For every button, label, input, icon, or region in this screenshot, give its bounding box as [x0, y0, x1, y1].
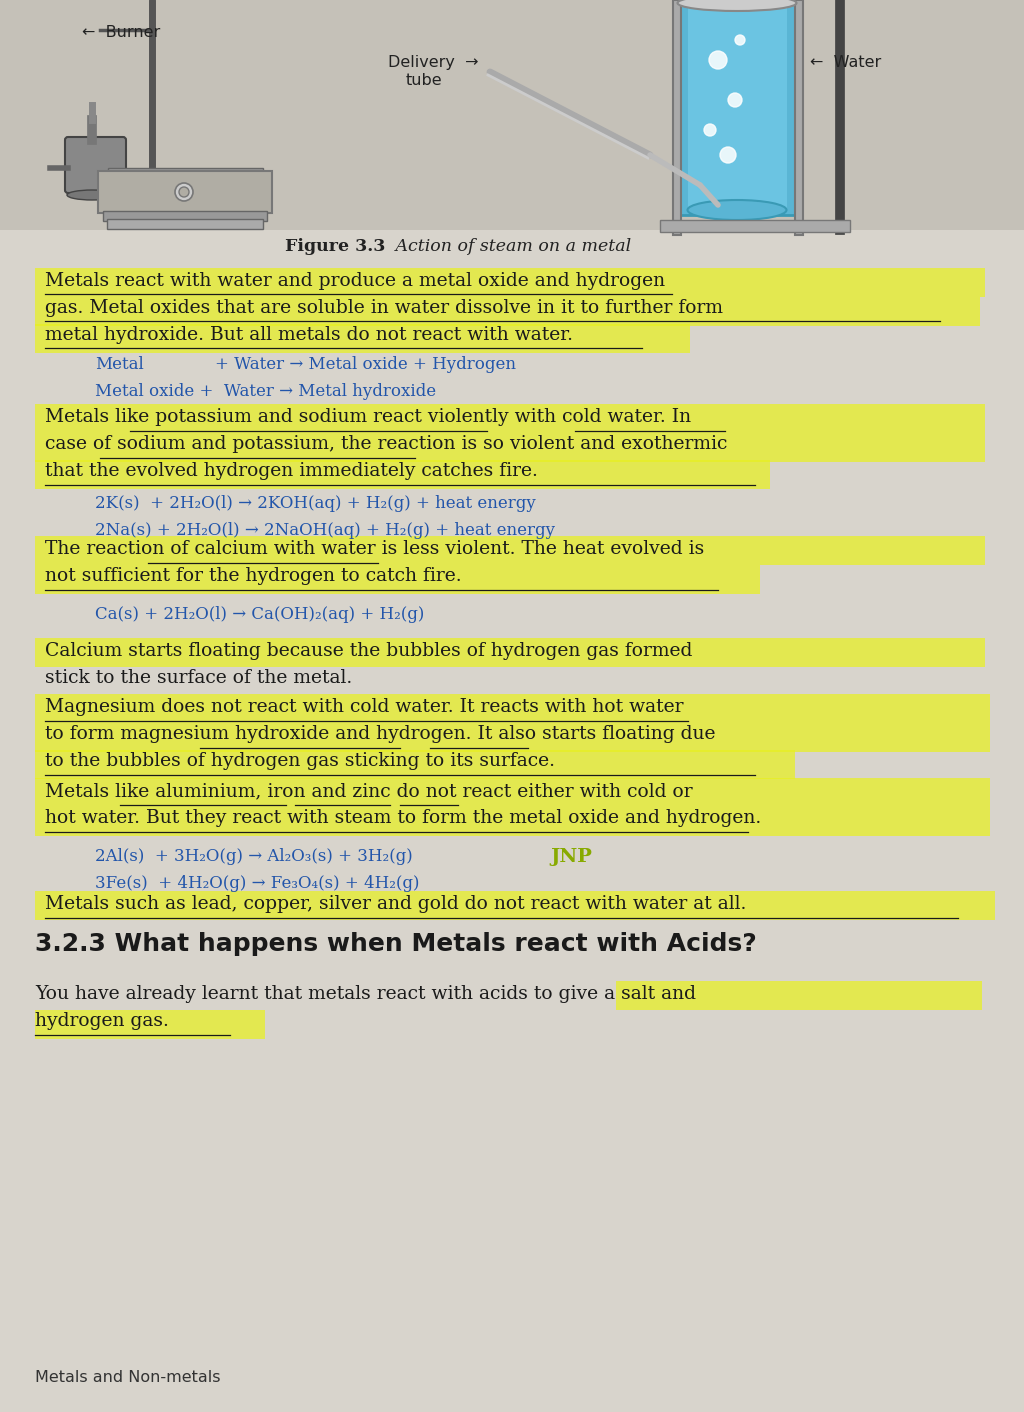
Text: to the bubbles of hydrogen gas sticking to its surface.: to the bubbles of hydrogen gas sticking … [45, 753, 555, 770]
Text: stick to the surface of the metal.: stick to the surface of the metal. [45, 669, 352, 688]
Ellipse shape [67, 191, 117, 201]
Text: Action of steam on a metal: Action of steam on a metal [390, 239, 631, 256]
Bar [35, 537, 985, 565]
Bar [35, 891, 995, 921]
Circle shape [735, 35, 745, 45]
Ellipse shape [687, 201, 786, 220]
Bar [35, 808, 990, 836]
Text: Metal: Metal [95, 356, 143, 373]
Bar [103, 210, 267, 222]
Text: Metals and Non-metals: Metals and Non-metals [35, 1370, 220, 1385]
Circle shape [179, 186, 189, 198]
Text: 3Fe(s)  + 4H₂O(g) → Fe₃O₄(s) + 4H₂(g): 3Fe(s) + 4H₂O(g) → Fe₃O₄(s) + 4H₂(g) [95, 875, 420, 892]
Text: 2Na(s) + 2H₂O(l) → 2NaOH(aq) + H₂(g) + heat energy: 2Na(s) + 2H₂O(l) → 2NaOH(aq) + H₂(g) + h… [95, 522, 555, 539]
Text: not sufficient for the hydrogen to catch fire.: not sufficient for the hydrogen to catch… [45, 568, 462, 585]
Bar [680, 0, 795, 215]
Ellipse shape [678, 0, 797, 11]
Text: JNP: JNP [550, 849, 592, 866]
Text: + Water → Metal oxide + Hydrogen: + Water → Metal oxide + Hydrogen [215, 356, 516, 373]
Bar [35, 638, 985, 666]
Bar [35, 268, 985, 297]
Text: 2K(s)  + 2H₂O(l) → 2KOH(aq) + H₂(g) + heat energy: 2K(s) + 2H₂O(l) → 2KOH(aq) + H₂(g) + hea… [95, 496, 536, 513]
Text: gas. Metal oxides that are soluble in water dissolve in it to further form: gas. Metal oxides that are soluble in wa… [45, 299, 723, 318]
Bar [688, 6, 787, 210]
Bar [35, 1010, 265, 1039]
Text: ←  Burner: ← Burner [82, 25, 160, 40]
Bar [660, 220, 850, 232]
Bar [35, 323, 690, 353]
Text: Metals like aluminium, iron and zinc do not react either with cold or: Metals like aluminium, iron and zinc do … [45, 782, 692, 801]
Circle shape [720, 147, 736, 162]
Text: 2Al(s)  + 3H₂O(g) → Al₂O₃(s) + 3H₂(g): 2Al(s) + 3H₂O(g) → Al₂O₃(s) + 3H₂(g) [95, 849, 413, 866]
Text: hydrogen gas.: hydrogen gas. [35, 1012, 169, 1029]
Bar [35, 695, 990, 723]
Bar [35, 460, 770, 489]
Text: Metal oxide +  Water → Metal hydroxide: Metal oxide + Water → Metal hydroxide [95, 383, 436, 400]
Text: ←  Water: ← Water [810, 55, 882, 71]
Text: Metals react with water and produce a metal oxide and hydrogen: Metals react with water and produce a me… [45, 273, 666, 289]
Text: to form magnesium hydroxide and hydrogen. It also starts floating due: to form magnesium hydroxide and hydrogen… [45, 724, 716, 743]
Bar [0, 0, 1024, 230]
Text: metal hydroxide. But all metals do not react with water.: metal hydroxide. But all metals do not r… [45, 326, 573, 345]
Bar [35, 565, 760, 594]
Text: Figure 3.3: Figure 3.3 [285, 239, 385, 256]
Text: case of sodium and potassium, the reaction is so violent and exothermic: case of sodium and potassium, the reacti… [45, 435, 727, 453]
Text: 3.2.3 What happens when Metals react with Acids?: 3.2.3 What happens when Metals react wit… [35, 932, 757, 956]
Text: Calcium starts floating because the bubbles of hydrogen gas formed: Calcium starts floating because the bubb… [45, 642, 692, 659]
Bar [35, 404, 985, 433]
Text: hot water. But they react with steam to form the metal oxide and hydrogen.: hot water. But they react with steam to … [45, 809, 761, 827]
Text: The reaction of calcium with water is less violent. The heat evolved is: The reaction of calcium with water is le… [45, 539, 705, 558]
Bar [35, 297, 980, 326]
FancyBboxPatch shape [65, 137, 126, 193]
Text: Metals such as lead, copper, silver and gold do not react with water at all.: Metals such as lead, copper, silver and … [45, 895, 746, 914]
Bar [108, 168, 263, 174]
Bar [795, 0, 803, 234]
Bar [35, 433, 985, 462]
Text: Ca(s) + 2H₂O(l) → Ca(OH)₂(aq) + H₂(g): Ca(s) + 2H₂O(l) → Ca(OH)₂(aq) + H₂(g) [95, 606, 424, 623]
Circle shape [728, 93, 742, 107]
Text: that the evolved hydrogen immediately catches fire.: that the evolved hydrogen immediately ca… [45, 462, 538, 480]
Circle shape [705, 124, 716, 136]
Bar [35, 750, 795, 779]
Bar [35, 778, 990, 808]
Circle shape [709, 51, 727, 69]
Text: Delivery  →: Delivery → [388, 55, 478, 71]
Text: tube: tube [406, 73, 442, 88]
Bar [616, 981, 982, 1010]
Text: Magnesium does not react with cold water. It reacts with hot water: Magnesium does not react with cold water… [45, 698, 683, 716]
Bar [35, 723, 990, 753]
Text: You have already learnt that metals react with acids to give a salt and: You have already learnt that metals reac… [35, 986, 696, 1003]
Text: Metals like potassium and sodium react violently with cold water. In: Metals like potassium and sodium react v… [45, 408, 691, 426]
Circle shape [175, 184, 193, 201]
FancyBboxPatch shape [98, 171, 272, 213]
Bar [673, 0, 681, 234]
FancyBboxPatch shape [106, 219, 263, 229]
